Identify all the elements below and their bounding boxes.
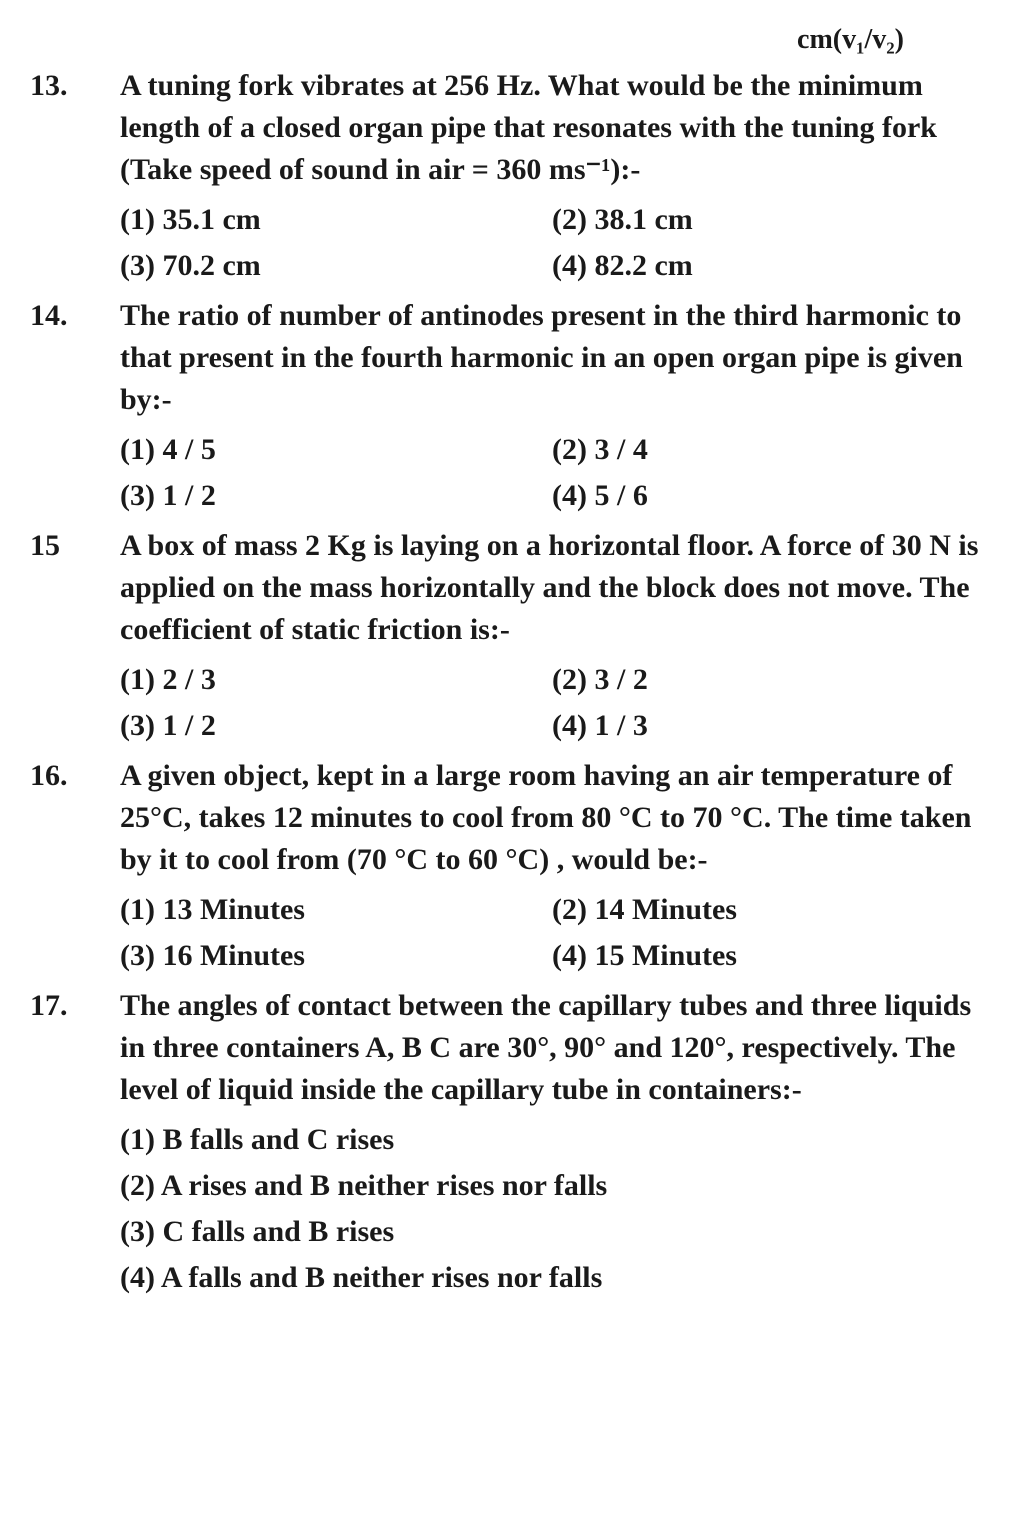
- question-block: 14.The ratio of number of antinodes pres…: [30, 295, 984, 519]
- option: (4) A falls and B neither rises nor fall…: [120, 1255, 984, 1301]
- option: (4) 82.2 cm: [552, 243, 984, 289]
- option: (2) 14 Minutes: [552, 887, 984, 933]
- option: (3) 70.2 cm: [120, 243, 552, 289]
- question-block: 15A box of mass 2 Kg is laying on a hori…: [30, 525, 984, 749]
- option: (3) 1 / 2: [120, 473, 552, 519]
- option: (3) C falls and B rises: [120, 1209, 984, 1255]
- options-container: (1) 4 / 5(2) 3 / 4(3) 1 / 2(4) 5 / 6: [120, 427, 984, 519]
- option: (4) 5 / 6: [552, 473, 984, 519]
- option: (1) B falls and C rises: [120, 1117, 984, 1163]
- top-fragment-text: cm(v₁/v₂): [30, 20, 984, 59]
- question-number: 17.: [30, 985, 120, 1301]
- options-container: (1) 13 Minutes(2) 14 Minutes(3) 16 Minut…: [120, 887, 984, 979]
- option: (4) 1 / 3: [552, 703, 984, 749]
- question-text: A given object, kept in a large room hav…: [120, 755, 984, 881]
- question-body: A tuning fork vibrates at 256 Hz. What w…: [120, 65, 984, 289]
- option: (2) 3 / 2: [552, 657, 984, 703]
- page-container: cm(v₁/v₂) 13.A tuning fork vibrates at 2…: [0, 0, 1024, 1327]
- question-body: A box of mass 2 Kg is laying on a horizo…: [120, 525, 984, 749]
- option: (2) A rises and B neither rises nor fall…: [120, 1163, 984, 1209]
- question-body: A given object, kept in a large room hav…: [120, 755, 984, 979]
- question-text: The ratio of number of antinodes present…: [120, 295, 984, 421]
- option: (2) 3 / 4: [552, 427, 984, 473]
- question-text: The angles of contact between the capill…: [120, 985, 984, 1111]
- question-number: 13.: [30, 65, 120, 289]
- option: (3) 1 / 2: [120, 703, 552, 749]
- question-number: 14.: [30, 295, 120, 519]
- option: (2) 38.1 cm: [552, 197, 984, 243]
- options-container: (1) 35.1 cm(2) 38.1 cm(3) 70.2 cm(4) 82.…: [120, 197, 984, 289]
- question-block: 17.The angles of contact between the cap…: [30, 985, 984, 1301]
- options-container: (1) B falls and C rises(2) A rises and B…: [120, 1117, 984, 1301]
- options-container: (1) 2 / 3(2) 3 / 2(3) 1 / 2(4) 1 / 3: [120, 657, 984, 749]
- option: (1) 2 / 3: [120, 657, 552, 703]
- question-number: 15: [30, 525, 120, 749]
- question-text: A box of mass 2 Kg is laying on a horizo…: [120, 525, 984, 651]
- option: (1) 13 Minutes: [120, 887, 552, 933]
- question-number: 16.: [30, 755, 120, 979]
- question-block: 13.A tuning fork vibrates at 256 Hz. Wha…: [30, 65, 984, 289]
- option: (4) 15 Minutes: [552, 933, 984, 979]
- option: (1) 35.1 cm: [120, 197, 552, 243]
- question-body: The angles of contact between the capill…: [120, 985, 984, 1301]
- question-block: 16.A given object, kept in a large room …: [30, 755, 984, 979]
- question-text: A tuning fork vibrates at 256 Hz. What w…: [120, 65, 984, 191]
- option: (3) 16 Minutes: [120, 933, 552, 979]
- questions-list: 13.A tuning fork vibrates at 256 Hz. Wha…: [30, 65, 984, 1301]
- option: (1) 4 / 5: [120, 427, 552, 473]
- question-body: The ratio of number of antinodes present…: [120, 295, 984, 519]
